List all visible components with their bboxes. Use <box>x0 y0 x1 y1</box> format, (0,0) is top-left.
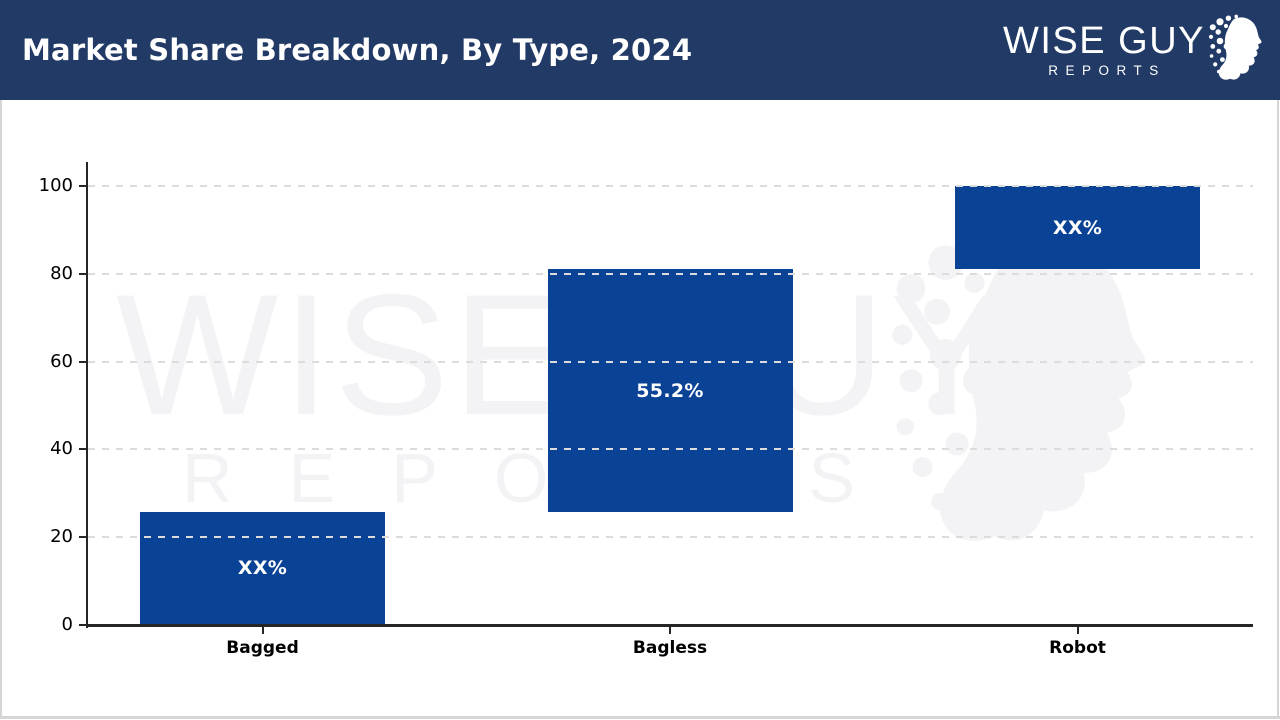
panel-border-bottom <box>0 716 1280 719</box>
chart-panel: WISE GUY REPORTS XX%55.2%XX%020406080100… <box>0 100 1280 720</box>
gridline <box>88 272 1253 275</box>
category-label: Bagged <box>226 638 299 658</box>
logo-face-icon <box>1208 14 1262 80</box>
x-tick-mark <box>1076 627 1079 634</box>
x-axis-line <box>86 624 1253 627</box>
logo-name: WISE GUY <box>1002 20 1205 62</box>
y-axis-line <box>86 162 88 628</box>
x-tick-mark <box>261 627 264 634</box>
bar-value-label: XX% <box>1052 216 1103 239</box>
logo-subtitle: REPORTS <box>1048 63 1166 78</box>
gridline <box>88 448 1253 451</box>
y-tick-label: 80 <box>50 262 73 284</box>
y-tick-label: 100 <box>38 175 73 196</box>
logo-text: WISE GUY REPORTS <box>1003 22 1205 78</box>
waterfall-chart: XX% 55.2% XX% 0 20 40 60 80 100 Bagged Bagless Robo… <box>0 100 1280 720</box>
y-tick-mark <box>79 624 88 626</box>
gridline <box>88 360 1253 363</box>
bar-value-label: 55.2% <box>636 379 704 402</box>
page-title: Market Share Breakdown, By Type, 2024 <box>22 33 693 67</box>
y-tick-mark <box>79 185 88 187</box>
panel-border-left <box>0 100 2 718</box>
y-tick-label: 0 <box>61 614 73 635</box>
wise-guy-logo: WISE GUY REPORTS <box>1003 8 1268 92</box>
bar-bagless: 55.2% <box>547 269 793 512</box>
gridline <box>88 185 1253 187</box>
y-tick-mark <box>79 448 88 451</box>
y-tick-label: 20 <box>50 526 73 548</box>
bar-robot: XX% <box>955 186 1200 270</box>
x-tick-mark <box>669 627 671 634</box>
y-tick-mark <box>79 536 88 539</box>
panel-border-right <box>1277 100 1279 718</box>
category-label: Robot <box>1049 638 1106 658</box>
bar-value-label: XX% <box>237 557 288 580</box>
y-tick-mark <box>79 360 88 363</box>
bar-bagged: XX% <box>140 511 385 625</box>
y-tick-label: 40 <box>50 438 73 460</box>
y-tick-mark <box>79 272 88 275</box>
y-tick-label: 60 <box>50 350 73 372</box>
header-bar: Market Share Breakdown, By Type, 2024 WI… <box>0 0 1280 100</box>
category-label: Bagless <box>632 638 708 658</box>
gridline <box>88 536 1253 539</box>
